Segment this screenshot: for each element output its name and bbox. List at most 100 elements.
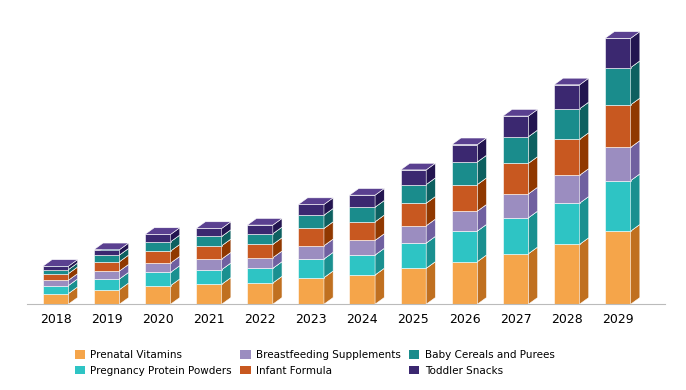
Bar bbox=[145, 251, 171, 263]
Polygon shape bbox=[324, 252, 333, 278]
Polygon shape bbox=[94, 272, 129, 279]
Bar bbox=[349, 195, 375, 207]
Bar bbox=[196, 246, 222, 259]
Bar bbox=[43, 294, 69, 304]
Bar bbox=[247, 234, 273, 245]
Polygon shape bbox=[273, 251, 282, 268]
Polygon shape bbox=[247, 251, 282, 258]
Bar bbox=[349, 275, 375, 304]
Polygon shape bbox=[503, 157, 538, 163]
Polygon shape bbox=[580, 133, 589, 175]
Polygon shape bbox=[324, 198, 333, 215]
Bar bbox=[298, 259, 324, 278]
Bar bbox=[554, 245, 580, 304]
Polygon shape bbox=[401, 163, 436, 170]
Bar bbox=[401, 243, 426, 268]
Polygon shape bbox=[528, 247, 538, 304]
Polygon shape bbox=[94, 283, 129, 289]
Bar bbox=[452, 145, 477, 162]
Bar bbox=[452, 262, 477, 304]
Polygon shape bbox=[171, 266, 180, 285]
Bar bbox=[94, 255, 119, 262]
Polygon shape bbox=[324, 239, 333, 259]
Bar bbox=[452, 231, 477, 262]
Polygon shape bbox=[273, 227, 282, 245]
Polygon shape bbox=[171, 235, 180, 251]
Polygon shape bbox=[452, 255, 486, 262]
Polygon shape bbox=[477, 155, 486, 184]
Polygon shape bbox=[298, 252, 333, 259]
Polygon shape bbox=[605, 61, 640, 67]
Polygon shape bbox=[375, 248, 384, 275]
Polygon shape bbox=[452, 178, 486, 184]
Polygon shape bbox=[43, 260, 78, 266]
Polygon shape bbox=[477, 138, 486, 162]
Bar bbox=[94, 279, 119, 289]
Polygon shape bbox=[119, 248, 129, 262]
Polygon shape bbox=[69, 260, 78, 269]
Polygon shape bbox=[145, 235, 180, 242]
Bar bbox=[196, 284, 222, 304]
Polygon shape bbox=[196, 222, 231, 229]
Polygon shape bbox=[94, 248, 129, 255]
Polygon shape bbox=[119, 283, 129, 304]
Polygon shape bbox=[503, 110, 538, 116]
Polygon shape bbox=[630, 224, 640, 304]
Polygon shape bbox=[145, 256, 180, 263]
Polygon shape bbox=[580, 102, 589, 139]
Polygon shape bbox=[401, 236, 436, 243]
Polygon shape bbox=[247, 218, 282, 225]
Polygon shape bbox=[554, 78, 589, 85]
Polygon shape bbox=[375, 188, 384, 207]
Polygon shape bbox=[554, 238, 589, 245]
Bar bbox=[94, 271, 119, 279]
Polygon shape bbox=[401, 197, 436, 203]
Polygon shape bbox=[426, 219, 436, 243]
Polygon shape bbox=[324, 209, 333, 229]
Bar bbox=[145, 263, 171, 272]
Polygon shape bbox=[94, 243, 129, 250]
Polygon shape bbox=[298, 198, 333, 204]
Polygon shape bbox=[349, 215, 384, 222]
Polygon shape bbox=[222, 222, 231, 236]
Bar bbox=[43, 285, 69, 294]
Polygon shape bbox=[43, 279, 78, 285]
Bar bbox=[605, 38, 630, 67]
Polygon shape bbox=[298, 209, 333, 215]
Polygon shape bbox=[222, 230, 231, 246]
Polygon shape bbox=[452, 155, 486, 162]
Polygon shape bbox=[349, 248, 384, 255]
Bar bbox=[401, 184, 426, 203]
Polygon shape bbox=[273, 276, 282, 304]
Polygon shape bbox=[375, 234, 384, 255]
Polygon shape bbox=[503, 247, 538, 254]
Bar bbox=[452, 211, 477, 231]
Bar bbox=[503, 163, 528, 194]
Bar bbox=[94, 262, 119, 271]
Polygon shape bbox=[528, 110, 538, 136]
Polygon shape bbox=[196, 230, 231, 236]
Polygon shape bbox=[452, 138, 486, 145]
Polygon shape bbox=[119, 264, 129, 279]
Bar bbox=[401, 226, 426, 243]
Polygon shape bbox=[247, 227, 282, 234]
Bar bbox=[605, 67, 630, 105]
Bar bbox=[196, 259, 222, 269]
Polygon shape bbox=[43, 287, 78, 294]
Bar bbox=[349, 255, 375, 275]
Polygon shape bbox=[580, 238, 589, 304]
Polygon shape bbox=[273, 218, 282, 234]
Polygon shape bbox=[298, 222, 333, 229]
Polygon shape bbox=[375, 215, 384, 240]
Bar bbox=[247, 245, 273, 258]
Bar bbox=[503, 116, 528, 136]
Polygon shape bbox=[426, 163, 436, 184]
Polygon shape bbox=[324, 271, 333, 304]
Polygon shape bbox=[222, 278, 231, 304]
Bar bbox=[94, 250, 119, 255]
Bar bbox=[503, 136, 528, 163]
Polygon shape bbox=[605, 174, 640, 181]
Polygon shape bbox=[43, 267, 78, 274]
Polygon shape bbox=[630, 141, 640, 181]
Bar bbox=[349, 207, 375, 222]
